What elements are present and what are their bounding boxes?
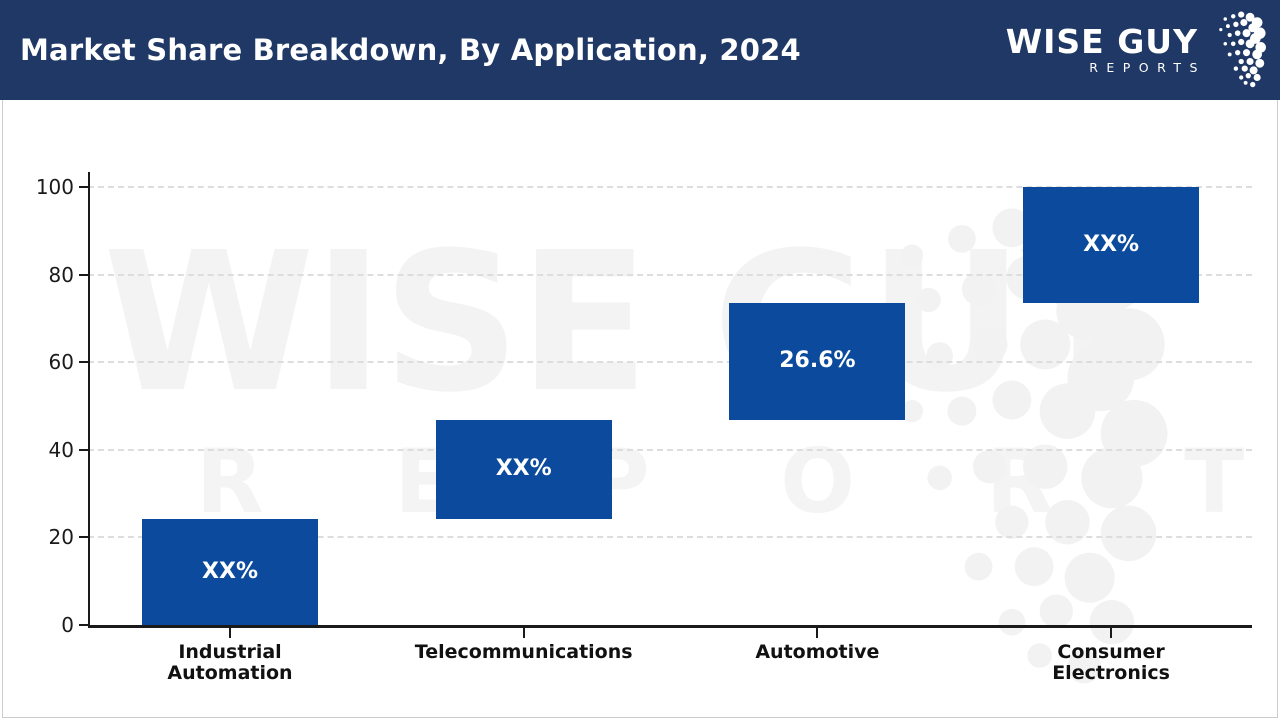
y-axis-tick-label: 100	[35, 175, 74, 199]
x-axis-tick-mark	[522, 628, 525, 638]
brand-logo: WISE GUY REPORTS	[1006, 8, 1280, 92]
gridline	[88, 536, 1252, 539]
y-axis-tick-label: 40	[48, 437, 74, 462]
y-axis-tick-label: 0	[61, 613, 74, 637]
gridline	[88, 448, 1252, 451]
bar-segment	[142, 519, 318, 625]
x-axis-category-label: Telecommunications	[384, 642, 664, 663]
x-axis-tick-mark	[229, 628, 231, 638]
x-axis-category-label-line: Consumer	[1057, 641, 1165, 663]
chart-plot-area: WISE GUY R E P O R T S 020406080100XX%In…	[0, 100, 1280, 710]
bar-value-label: 26.6%	[779, 348, 856, 374]
x-axis-category-label: Industrial Automation	[90, 642, 370, 684]
y-axis-tick-mark	[79, 448, 88, 451]
y-axis-line	[88, 172, 90, 628]
logo-head-icon	[1219, 11, 1266, 88]
bar-segment	[435, 419, 612, 519]
y-axis-tick-mark	[79, 624, 88, 626]
x-axis-category-label-line: Automotive	[755, 641, 880, 663]
x-axis-category-label-line: Automation	[167, 662, 293, 684]
y-axis-tick-mark	[79, 186, 88, 188]
y-axis-tick-label: 60	[48, 350, 74, 375]
watermark-wordmark: WISE GUY	[103, 212, 1161, 435]
x-axis-category-label-line: Telecommunications	[414, 641, 633, 663]
logo-wordmark: WISE GUY	[1005, 22, 1198, 62]
header-bar: Market Share Breakdown, By Application, …	[0, 0, 1280, 100]
x-axis-tick-mark	[816, 628, 819, 638]
x-axis-category-label-line: Industrial	[178, 641, 282, 663]
gridline	[88, 273, 1252, 276]
logo-text: WISE GUY REPORTS	[1006, 25, 1198, 75]
page-title: Market Share Breakdown, By Application, …	[20, 33, 801, 67]
x-axis-category-label: Automotive	[677, 642, 957, 663]
y-axis-tick-mark	[79, 361, 88, 364]
x-axis-category-label-line: Electronics	[1052, 662, 1170, 684]
bar-segment	[729, 303, 906, 420]
y-axis-tick-mark	[79, 536, 88, 539]
y-axis-tick-label: 20	[48, 525, 74, 550]
gridline	[88, 186, 1252, 188]
x-axis-tick-mark	[1110, 628, 1113, 638]
y-axis-tick-mark	[79, 273, 88, 276]
gridline	[88, 361, 1252, 364]
bar-value-label: XX%	[1083, 232, 1140, 258]
bar-value-label: XX%	[495, 456, 552, 482]
x-axis-line	[88, 625, 1252, 628]
bar-segment	[1023, 187, 1200, 304]
logo-subtitle: REPORTS	[1089, 60, 1206, 76]
bar-value-label: XX%	[202, 559, 258, 584]
x-axis-category-label: Consumer Electronics	[971, 642, 1251, 684]
y-axis-tick-label: 80	[48, 262, 74, 287]
